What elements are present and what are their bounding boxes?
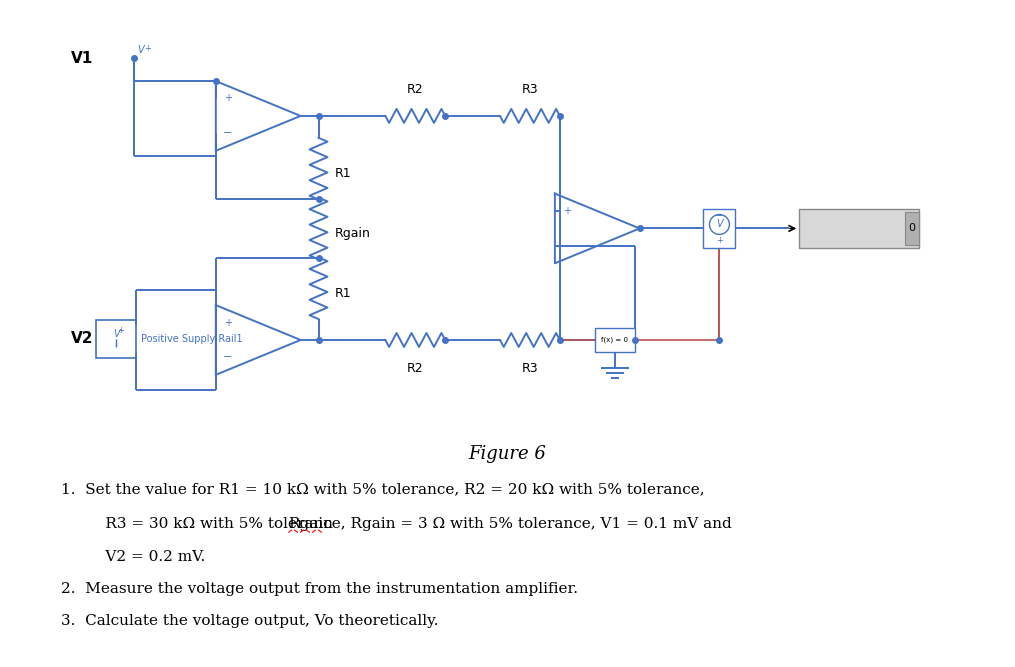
Bar [799,209,919,248]
Text: V1: V1 [71,51,93,65]
Text: −: − [223,352,232,362]
Text: R3 = 30 kΩ with 5% tolerance, Rgain = 3 Ω with 5% tolerance, V1 = 0.1 mV and: R3 = 30 kΩ with 5% tolerance, Rgain = 3 … [81,517,732,531]
Text: R2: R2 [407,83,423,96]
Text: 1.  Set the value for R1 = 10 kΩ with 5% tolerance, R2 = 20 kΩ with 5% tolerance: 1. Set the value for R1 = 10 kΩ with 5% … [61,482,704,496]
Text: Rgain: Rgain [288,517,334,531]
Text: V2: V2 [71,331,93,346]
Text: −: − [716,211,724,221]
Text: Rgain: Rgain [335,227,370,240]
Bar [96,320,136,358]
Text: Figure 6: Figure 6 [468,446,546,464]
Text: 3.  Calculate the voltage output, Vo theoretically.: 3. Calculate the voltage output, Vo theo… [61,614,438,628]
Text: +: + [223,317,231,327]
Text: +: + [563,206,570,216]
Text: R2: R2 [407,362,423,375]
Text: −: − [223,128,232,138]
Text: −: − [562,241,571,251]
Text: +: + [144,44,151,53]
Bar [905,211,919,245]
Bar [703,209,736,248]
Text: f(x) = 0: f(x) = 0 [601,337,628,344]
Text: 2.  Measure the voltage output from the instrumentation amplifier.: 2. Measure the voltage output from the i… [61,582,579,596]
Text: R3: R3 [522,83,538,96]
Text: +: + [223,93,231,103]
Text: Positive Supply Rail1: Positive Supply Rail1 [141,334,243,344]
Text: R1: R1 [335,287,351,299]
Text: V: V [113,329,120,339]
Bar [595,328,634,352]
Text: 0: 0 [908,223,916,233]
Text: V2 = 0.2 mV.: V2 = 0.2 mV. [81,550,205,564]
Text: +: + [118,325,125,335]
Text: +: + [716,236,723,245]
Text: R1: R1 [335,167,351,180]
Text: V: V [137,45,144,55]
Text: V: V [717,219,723,229]
Text: R3: R3 [522,362,538,375]
